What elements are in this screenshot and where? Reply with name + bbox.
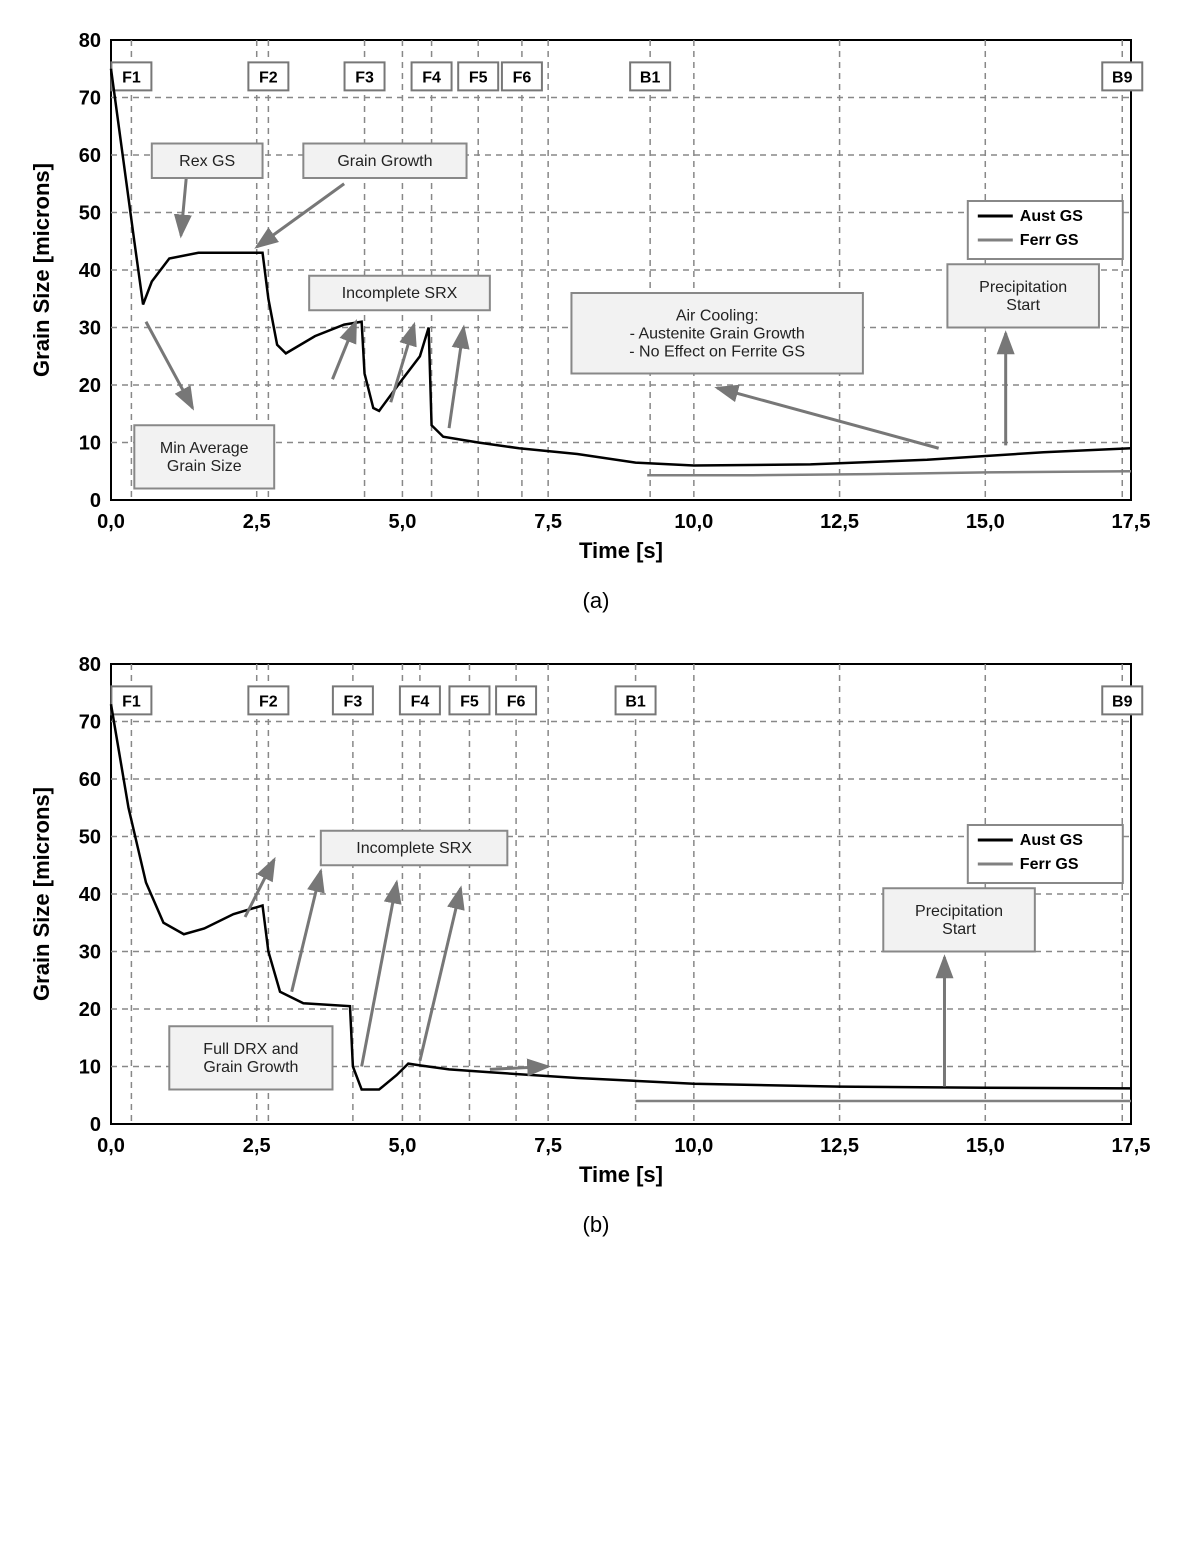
svg-text:0,0: 0,0 <box>97 511 125 533</box>
svg-text:Ferr GS: Ferr GS <box>1020 232 1079 249</box>
svg-text:- Austenite Grain Growth: - Austenite Grain Growth <box>630 325 805 342</box>
svg-text:F1: F1 <box>122 693 141 710</box>
svg-text:0: 0 <box>90 490 101 512</box>
svg-text:Time [s]: Time [s] <box>579 538 663 563</box>
svg-text:Aust GS: Aust GS <box>1020 208 1083 225</box>
svg-text:Ferr GS: Ferr GS <box>1020 856 1079 873</box>
svg-text:40: 40 <box>79 260 101 282</box>
svg-text:Time [s]: Time [s] <box>579 1162 663 1187</box>
svg-text:10: 10 <box>79 1057 101 1079</box>
svg-text:F3: F3 <box>355 69 374 86</box>
svg-text:17,5: 17,5 <box>1112 1135 1151 1157</box>
svg-text:17,5: 17,5 <box>1112 511 1151 533</box>
svg-text:Grain Size: Grain Size <box>167 458 242 475</box>
svg-text:F3: F3 <box>344 693 363 710</box>
svg-text:10,0: 10,0 <box>674 511 713 533</box>
figure-container: 0 10 20 30 40 50 60 70 80 0,0 2,5 5,0 7,5 10,0 12,5 15,… <box>21 20 1171 1238</box>
svg-text:7,5: 7,5 <box>534 1135 562 1157</box>
svg-text:12,5: 12,5 <box>820 1135 859 1157</box>
svg-text:F4: F4 <box>422 69 441 86</box>
svg-text:F2: F2 <box>259 693 278 710</box>
svg-text:60: 60 <box>79 769 101 791</box>
chart-b: 0 10 20 30 40 50 60 70 80 0,0 2,5 5,0 7,5 10,0 12,5 15,… <box>21 644 1171 1238</box>
svg-text:10,0: 10,0 <box>674 1135 713 1157</box>
svg-text:Grain Growth: Grain Growth <box>337 153 432 170</box>
svg-text:Precipitation: Precipitation <box>915 903 1003 920</box>
chart-a-svg: 0 10 20 30 40 50 60 70 80 0,0 2,5 5,0 7,5 10,0 12,5 15,… <box>21 20 1151 580</box>
svg-text:B1: B1 <box>640 69 661 86</box>
svg-text:B9: B9 <box>1112 693 1133 710</box>
svg-text:40: 40 <box>79 884 101 906</box>
svg-text:7,5: 7,5 <box>534 511 562 533</box>
svg-text:2,5: 2,5 <box>243 1135 271 1157</box>
svg-text:Air Cooling:: Air Cooling: <box>676 307 759 324</box>
svg-text:0,0: 0,0 <box>97 1135 125 1157</box>
svg-text:20: 20 <box>79 375 101 397</box>
svg-text:F6: F6 <box>513 69 532 86</box>
svg-text:F1: F1 <box>122 69 141 86</box>
svg-text:Precipitation: Precipitation <box>979 279 1067 296</box>
svg-text:5,0: 5,0 <box>389 511 417 533</box>
svg-text:80: 80 <box>79 654 101 676</box>
svg-text:50: 50 <box>79 203 101 225</box>
svg-text:Aust GS: Aust GS <box>1020 832 1083 849</box>
svg-text:12,5: 12,5 <box>820 511 859 533</box>
svg-text:10: 10 <box>79 433 101 455</box>
svg-text:30: 30 <box>79 318 101 340</box>
svg-text:Incomplete SRX: Incomplete SRX <box>342 285 458 302</box>
svg-text:F2: F2 <box>259 69 278 86</box>
svg-text:- No Effect on Ferrite GS: - No Effect on Ferrite GS <box>629 343 805 360</box>
svg-text:30: 30 <box>79 942 101 964</box>
svg-text:Start: Start <box>942 921 976 938</box>
svg-text:Min Average: Min Average <box>160 440 249 457</box>
subfig-label-b: (b) <box>21 1212 1171 1238</box>
chart-a: 0 10 20 30 40 50 60 70 80 0,0 2,5 5,0 7,5 10,0 12,5 15,… <box>21 20 1171 614</box>
svg-text:Start: Start <box>1006 297 1040 314</box>
svg-text:Full DRX and: Full DRX and <box>203 1041 298 1058</box>
chart-b-svg: 0 10 20 30 40 50 60 70 80 0,0 2,5 5,0 7,5 10,0 12,5 15,… <box>21 644 1151 1204</box>
svg-text:F6: F6 <box>507 693 526 710</box>
svg-text:F5: F5 <box>460 693 479 710</box>
svg-text:F5: F5 <box>469 69 488 86</box>
svg-text:60: 60 <box>79 145 101 167</box>
svg-text:Grain Growth: Grain Growth <box>203 1059 298 1076</box>
subfig-label-a: (a) <box>21 588 1171 614</box>
svg-text:70: 70 <box>79 88 101 110</box>
svg-text:80: 80 <box>79 30 101 52</box>
svg-text:Grain Size [microns]: Grain Size [microns] <box>29 163 54 377</box>
svg-text:15,0: 15,0 <box>966 1135 1005 1157</box>
svg-text:5,0: 5,0 <box>389 1135 417 1157</box>
svg-text:20: 20 <box>79 999 101 1021</box>
svg-text:70: 70 <box>79 712 101 734</box>
svg-text:B9: B9 <box>1112 69 1133 86</box>
svg-text:50: 50 <box>79 827 101 849</box>
svg-text:15,0: 15,0 <box>966 511 1005 533</box>
svg-text:F4: F4 <box>411 693 430 710</box>
svg-text:B1: B1 <box>625 693 646 710</box>
svg-text:Grain Size [microns]: Grain Size [microns] <box>29 787 54 1001</box>
svg-text:2,5: 2,5 <box>243 511 271 533</box>
svg-text:Rex GS: Rex GS <box>179 153 235 170</box>
svg-text:0: 0 <box>90 1114 101 1136</box>
svg-text:Incomplete SRX: Incomplete SRX <box>356 840 472 857</box>
